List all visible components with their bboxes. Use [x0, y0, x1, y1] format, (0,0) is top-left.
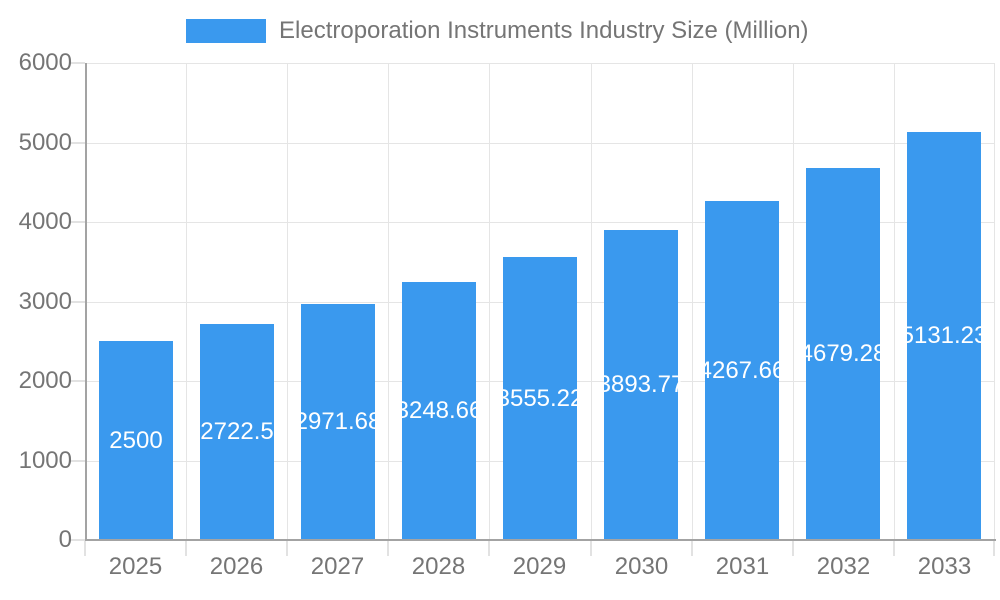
x-gridline — [894, 63, 895, 540]
bar-2028[interactable]: 3248.66 — [396, 282, 482, 540]
bar-2032[interactable]: 4679.28 — [800, 168, 886, 540]
y-tick-label: 3000 — [18, 288, 72, 315]
plot-area: 2500 2722.5 2971.68 3248.66 3555.22 3893.77 42… — [85, 63, 995, 540]
bar-value-label: 2722.5 — [200, 418, 274, 445]
x-gridline — [793, 63, 794, 540]
y-tick-mark — [70, 142, 85, 144]
x-tick-label: 2027 — [310, 553, 365, 580]
y-tick-mark — [70, 380, 85, 382]
x-tick-label: 2032 — [816, 553, 871, 580]
x-tick-mark — [84, 541, 86, 556]
legend-swatch-icon — [186, 19, 266, 43]
bar-value-label: 5131.23 — [900, 322, 988, 349]
x-gridline — [388, 63, 389, 540]
x-tick-mark — [488, 541, 490, 556]
y-tick-mark — [70, 539, 85, 541]
bar-2026[interactable]: 2722.5 — [200, 324, 274, 540]
x-tick-mark — [185, 541, 187, 556]
x-gridline — [287, 63, 288, 540]
y-axis-line — [85, 63, 87, 541]
bar-value-label: 2971.68 — [294, 408, 382, 435]
x-tick-label: 2026 — [209, 553, 264, 580]
x-gridline — [489, 63, 490, 540]
x-tick-mark — [893, 541, 895, 556]
x-gridline — [692, 63, 693, 540]
bar-value-label: 4267.66 — [698, 356, 786, 384]
bar-2031[interactable]: 4267.66 — [699, 201, 785, 540]
x-tick-mark — [792, 541, 794, 556]
x-tick-mark — [993, 541, 995, 556]
x-tick-mark — [691, 541, 693, 556]
bar-value-label: 2500 — [109, 426, 163, 454]
bar-value-label: 4679.28 — [799, 340, 887, 367]
x-tick-label: 2028 — [411, 553, 466, 580]
y-gridline — [85, 63, 995, 64]
x-tick-label: 2029 — [512, 553, 567, 580]
x-gridline — [994, 63, 995, 540]
legend-item[interactable]: Electroporation Instruments Industry Siz… — [186, 17, 809, 45]
y-gridline — [85, 222, 995, 223]
bar-2030[interactable]: 3893.77 — [598, 230, 684, 540]
x-tick-label: 2025 — [108, 553, 163, 580]
y-tick-mark — [70, 221, 85, 223]
y-tick-label: 4000 — [18, 208, 72, 235]
chart-title: Electroporation Instruments Industry Siz… — [279, 17, 809, 44]
x-tick-mark — [590, 541, 592, 556]
y-gridline — [85, 143, 995, 144]
x-axis-line — [85, 539, 996, 541]
bar-2033[interactable]: 5131.23 — [901, 132, 987, 540]
x-tick-mark — [286, 541, 288, 556]
y-tick-label: 2000 — [18, 367, 72, 394]
bar-2029[interactable]: 3555.22 — [497, 257, 583, 540]
y-tick-label: 6000 — [18, 49, 72, 76]
x-tick-mark — [387, 541, 389, 556]
y-tick-mark — [70, 62, 85, 64]
bar-value-label: 3248.66 — [395, 397, 483, 424]
bar-2025[interactable]: 2500 — [99, 341, 173, 540]
x-gridline — [591, 63, 592, 540]
y-tick-mark — [70, 301, 85, 303]
x-tick-label: 2031 — [715, 553, 770, 580]
x-tick-label: 2030 — [614, 553, 669, 580]
y-tick-mark — [70, 460, 85, 462]
y-tick-label: 0 — [58, 526, 72, 553]
y-tick-label: 5000 — [18, 129, 72, 156]
bar-value-label: 3555.22 — [496, 384, 584, 412]
bar-value-label: 3893.77 — [597, 371, 685, 398]
bar-2027[interactable]: 2971.68 — [295, 304, 381, 540]
x-gridline — [186, 63, 187, 540]
y-tick-label: 1000 — [18, 447, 72, 474]
x-tick-label: 2033 — [917, 553, 972, 580]
